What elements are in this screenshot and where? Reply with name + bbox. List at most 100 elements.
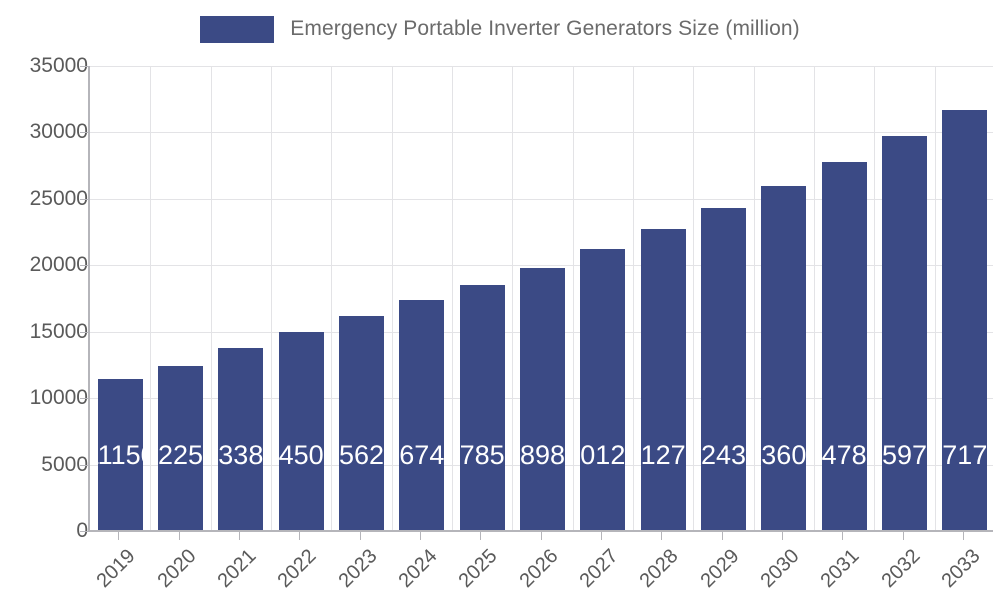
- y-axis-tick-mark: [80, 464, 88, 466]
- bar[interactable]: 17850: [459, 285, 505, 531]
- bar[interactable]: 12250: [157, 365, 203, 531]
- y-axis-tick-label: 0: [8, 519, 88, 543]
- vertical-gridline: [512, 66, 513, 531]
- x-axis-tick-mark: [299, 531, 300, 540]
- bar-slot: 25970: [874, 136, 934, 531]
- vertical-gridline: [874, 66, 875, 531]
- bar-value-label: 17850: [459, 440, 505, 470]
- legend-color-swatch: [200, 15, 275, 43]
- x-axis-tick-mark: [480, 531, 481, 540]
- x-axis-tick-mark: [179, 531, 180, 540]
- bar[interactable]: 13380: [218, 347, 264, 531]
- bar[interactable]: 24780: [821, 161, 867, 531]
- bar-value-label: 25970: [881, 440, 927, 470]
- bar[interactable]: 23600: [761, 185, 807, 531]
- vertical-gridline: [392, 66, 393, 531]
- bar-slot: 11150: [90, 378, 150, 531]
- horizontal-gridline: [90, 265, 993, 267]
- y-axis-tick-mark: [80, 66, 88, 67]
- bar-value-label: 22430: [700, 440, 746, 470]
- y-axis-tick-mark: [80, 132, 88, 134]
- vertical-gridline: [814, 66, 815, 531]
- y-axis: 0 5000 10000 15000 20000 25000 30000 35000: [0, 0, 88, 600]
- x-axis-tick-mark: [963, 531, 964, 540]
- bar[interactable]: 11150: [97, 378, 143, 531]
- x-axis-tick-label: 2028: [635, 545, 683, 593]
- y-axis-tick-label: 30000: [29, 120, 88, 144]
- bar[interactable]: 22430: [700, 208, 746, 531]
- y-axis-tick-mark: [80, 265, 88, 267]
- bar-value-label: 11150: [97, 440, 143, 470]
- legend-label: Emergency Portable Inverter Generators S…: [290, 17, 800, 40]
- x-axis-tick-mark: [360, 531, 361, 540]
- vertical-gridline: [693, 66, 694, 531]
- bar-value-label: 20120: [580, 440, 626, 470]
- bar-slot: 14500: [271, 331, 331, 531]
- bar-slot: 15620: [331, 315, 391, 531]
- bar-slot: 17850: [452, 285, 512, 531]
- bar-value-label: 14500: [278, 440, 324, 470]
- x-axis-tick-label: 2025: [454, 545, 502, 593]
- y-axis-tick-label: 10000: [29, 386, 88, 410]
- x-axis-baseline: [88, 530, 993, 532]
- bar-value-label: 15620: [338, 440, 384, 470]
- chart-legend: Emergency Portable Inverter Generators S…: [0, 10, 1000, 48]
- bar-series: 11150 12250 13380 14500 15620 16740 17850 18980…: [90, 66, 993, 531]
- x-axis-tick-label: 2031: [816, 545, 864, 593]
- vertical-gridline: [573, 66, 574, 531]
- x-axis-tick-label: 2033: [937, 545, 985, 593]
- bar-slot: 20120: [573, 249, 633, 531]
- bar[interactable]: 21270: [640, 229, 686, 531]
- x-axis-tick-label: 2023: [334, 545, 382, 593]
- x-axis-tick-label: 2026: [515, 545, 563, 593]
- y-axis-tick-mark: [80, 331, 88, 333]
- bar[interactable]: 25970: [881, 136, 927, 531]
- x-axis-tick-label: 2029: [696, 545, 744, 593]
- x-axis-tick-label: 2019: [92, 545, 140, 593]
- plot-area: 11150 12250 13380 14500 15620 16740 17850 18980…: [88, 66, 993, 531]
- bar-slot: 18980: [512, 267, 572, 531]
- x-axis-tick-label: 2024: [394, 545, 442, 593]
- vertical-gridline: [754, 66, 755, 531]
- x-axis-tick-mark: [541, 531, 542, 540]
- x-axis-tick-mark: [722, 531, 723, 540]
- horizontal-gridline: [90, 132, 993, 134]
- bar[interactable]: 14500: [278, 331, 324, 531]
- x-axis-tick-mark: [420, 531, 421, 540]
- x-axis: 2019 2020 2021 2022 2023 2024 2025 2026 2027 2028…: [88, 531, 993, 600]
- x-axis-tick-mark: [661, 531, 662, 540]
- bar-slot: 13380: [211, 347, 271, 531]
- bar-value-label: 12250: [157, 440, 203, 470]
- bar-slot: 22430: [693, 208, 753, 531]
- y-axis-tick-mark: [80, 398, 88, 400]
- bar-slot: 27170: [935, 109, 993, 531]
- bar-value-label: 27170: [942, 440, 988, 470]
- bar-slot: 24780: [814, 161, 874, 531]
- bar[interactable]: 18980: [519, 267, 565, 531]
- y-axis-tick-label: 35000: [29, 54, 88, 77]
- x-axis-tick-label: 2030: [756, 545, 804, 593]
- bar-slot: 23600: [754, 185, 814, 531]
- x-axis-tick-mark: [118, 531, 119, 540]
- x-axis-tick-mark: [903, 531, 904, 540]
- bar-value-label: 18980: [519, 440, 565, 470]
- horizontal-gridline: [90, 198, 993, 200]
- bar[interactable]: 20120: [580, 249, 626, 531]
- y-axis-tick-label: 25000: [29, 186, 88, 210]
- bar[interactable]: 16740: [399, 299, 445, 531]
- x-axis-tick-mark: [239, 531, 240, 540]
- x-axis-tick-mark: [842, 531, 843, 540]
- bar[interactable]: 27170: [942, 109, 988, 531]
- horizontal-gridline: [90, 66, 993, 67]
- vertical-gridline: [211, 66, 212, 531]
- bar[interactable]: 15620: [338, 315, 384, 531]
- x-axis-tick-label: 2022: [273, 545, 321, 593]
- x-axis-tick-mark: [782, 531, 783, 540]
- bar-value-label: 16740: [399, 440, 445, 470]
- vertical-gridline: [935, 66, 936, 531]
- x-axis-tick-label: 2032: [877, 545, 925, 593]
- bar-value-label: 21270: [640, 440, 686, 470]
- x-axis-tick-label: 2021: [213, 545, 261, 593]
- bar-slot: 16740: [392, 299, 452, 531]
